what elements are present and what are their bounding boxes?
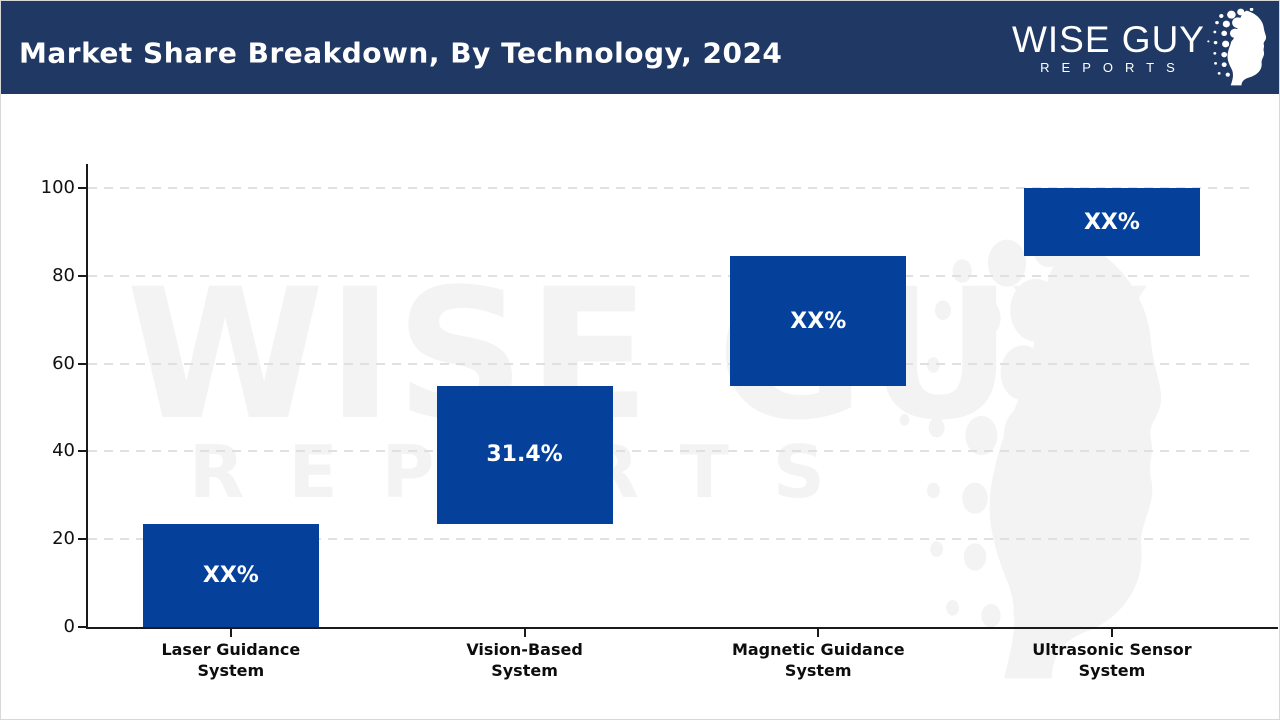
brand-subtitle: REPORTS	[1040, 59, 1187, 75]
gridline	[88, 362, 1256, 365]
bar-value-label: XX%	[790, 308, 847, 334]
plot-area: 0 20 40 60 80 100 XX% Laser Guidance System 31.4%…	[1, 94, 1279, 719]
header: Market Share Breakdown, By Technology, 2…	[1, 1, 1279, 94]
y-tick-label: 40	[52, 440, 75, 462]
x-category-label-line: Laser Guidance	[161, 640, 301, 659]
y-axis-line	[86, 163, 88, 629]
y-tick-mark	[78, 187, 87, 189]
gridline	[88, 450, 1256, 453]
y-tick-label: 100	[40, 177, 75, 198]
y-tick-label: 80	[52, 264, 75, 286]
x-tick-mark	[523, 629, 526, 637]
bar-value-label: 31.4%	[486, 442, 563, 468]
x-category-label: Ultrasonic Sensor System	[972, 639, 1252, 681]
y-tick-label: 20	[52, 528, 75, 550]
x-category-label: Magnetic Guidance System	[678, 639, 958, 681]
brand-name: WISE GUY	[1011, 19, 1205, 61]
x-category-label-line: System	[491, 661, 558, 680]
brand-logo-text: WISE GUY REPORTS	[1011, 19, 1205, 75]
y-tick-label: 0	[63, 616, 75, 637]
x-category-label: Vision-Based System	[385, 639, 665, 681]
y-tick-mark	[78, 274, 87, 277]
bar-value-label: XX%	[202, 562, 259, 588]
x-category-label-line: System	[197, 661, 265, 680]
y-tick-mark	[78, 626, 87, 628]
watermark-text: WISE GUY	[126, 251, 1148, 460]
bar-value-label: XX%	[1083, 209, 1140, 235]
x-category-label-line: Vision-Based	[466, 640, 583, 659]
gridline	[88, 538, 1256, 541]
x-tick-mark	[1110, 629, 1113, 637]
gridline	[88, 274, 1256, 277]
x-tick-mark	[229, 629, 232, 637]
x-category-label-line: System	[1078, 661, 1146, 680]
x-axis-line	[86, 627, 1278, 629]
bar: XX%	[142, 523, 319, 627]
x-tick-mark	[817, 629, 820, 637]
x-category-label-line: Magnetic Guidance	[731, 640, 905, 659]
dotted-head-icon	[1207, 8, 1267, 86]
brand-logo: WISE GUY REPORTS	[1012, 7, 1271, 89]
x-category-label-line: System	[784, 661, 852, 680]
y-tick-label: 60	[52, 352, 75, 374]
x-category-label: Laser Guidance System	[91, 639, 371, 681]
gridline	[88, 187, 1256, 189]
y-tick-mark	[78, 538, 87, 541]
y-tick-mark	[78, 362, 87, 365]
page-title: Market Share Breakdown, By Technology, 2…	[19, 36, 783, 70]
bar: XX%	[730, 256, 907, 386]
x-category-label-line: Ultrasonic Sensor	[1032, 640, 1192, 659]
bar: 31.4%	[436, 385, 613, 524]
y-tick-mark	[78, 450, 87, 453]
bar: XX%	[1023, 188, 1200, 257]
